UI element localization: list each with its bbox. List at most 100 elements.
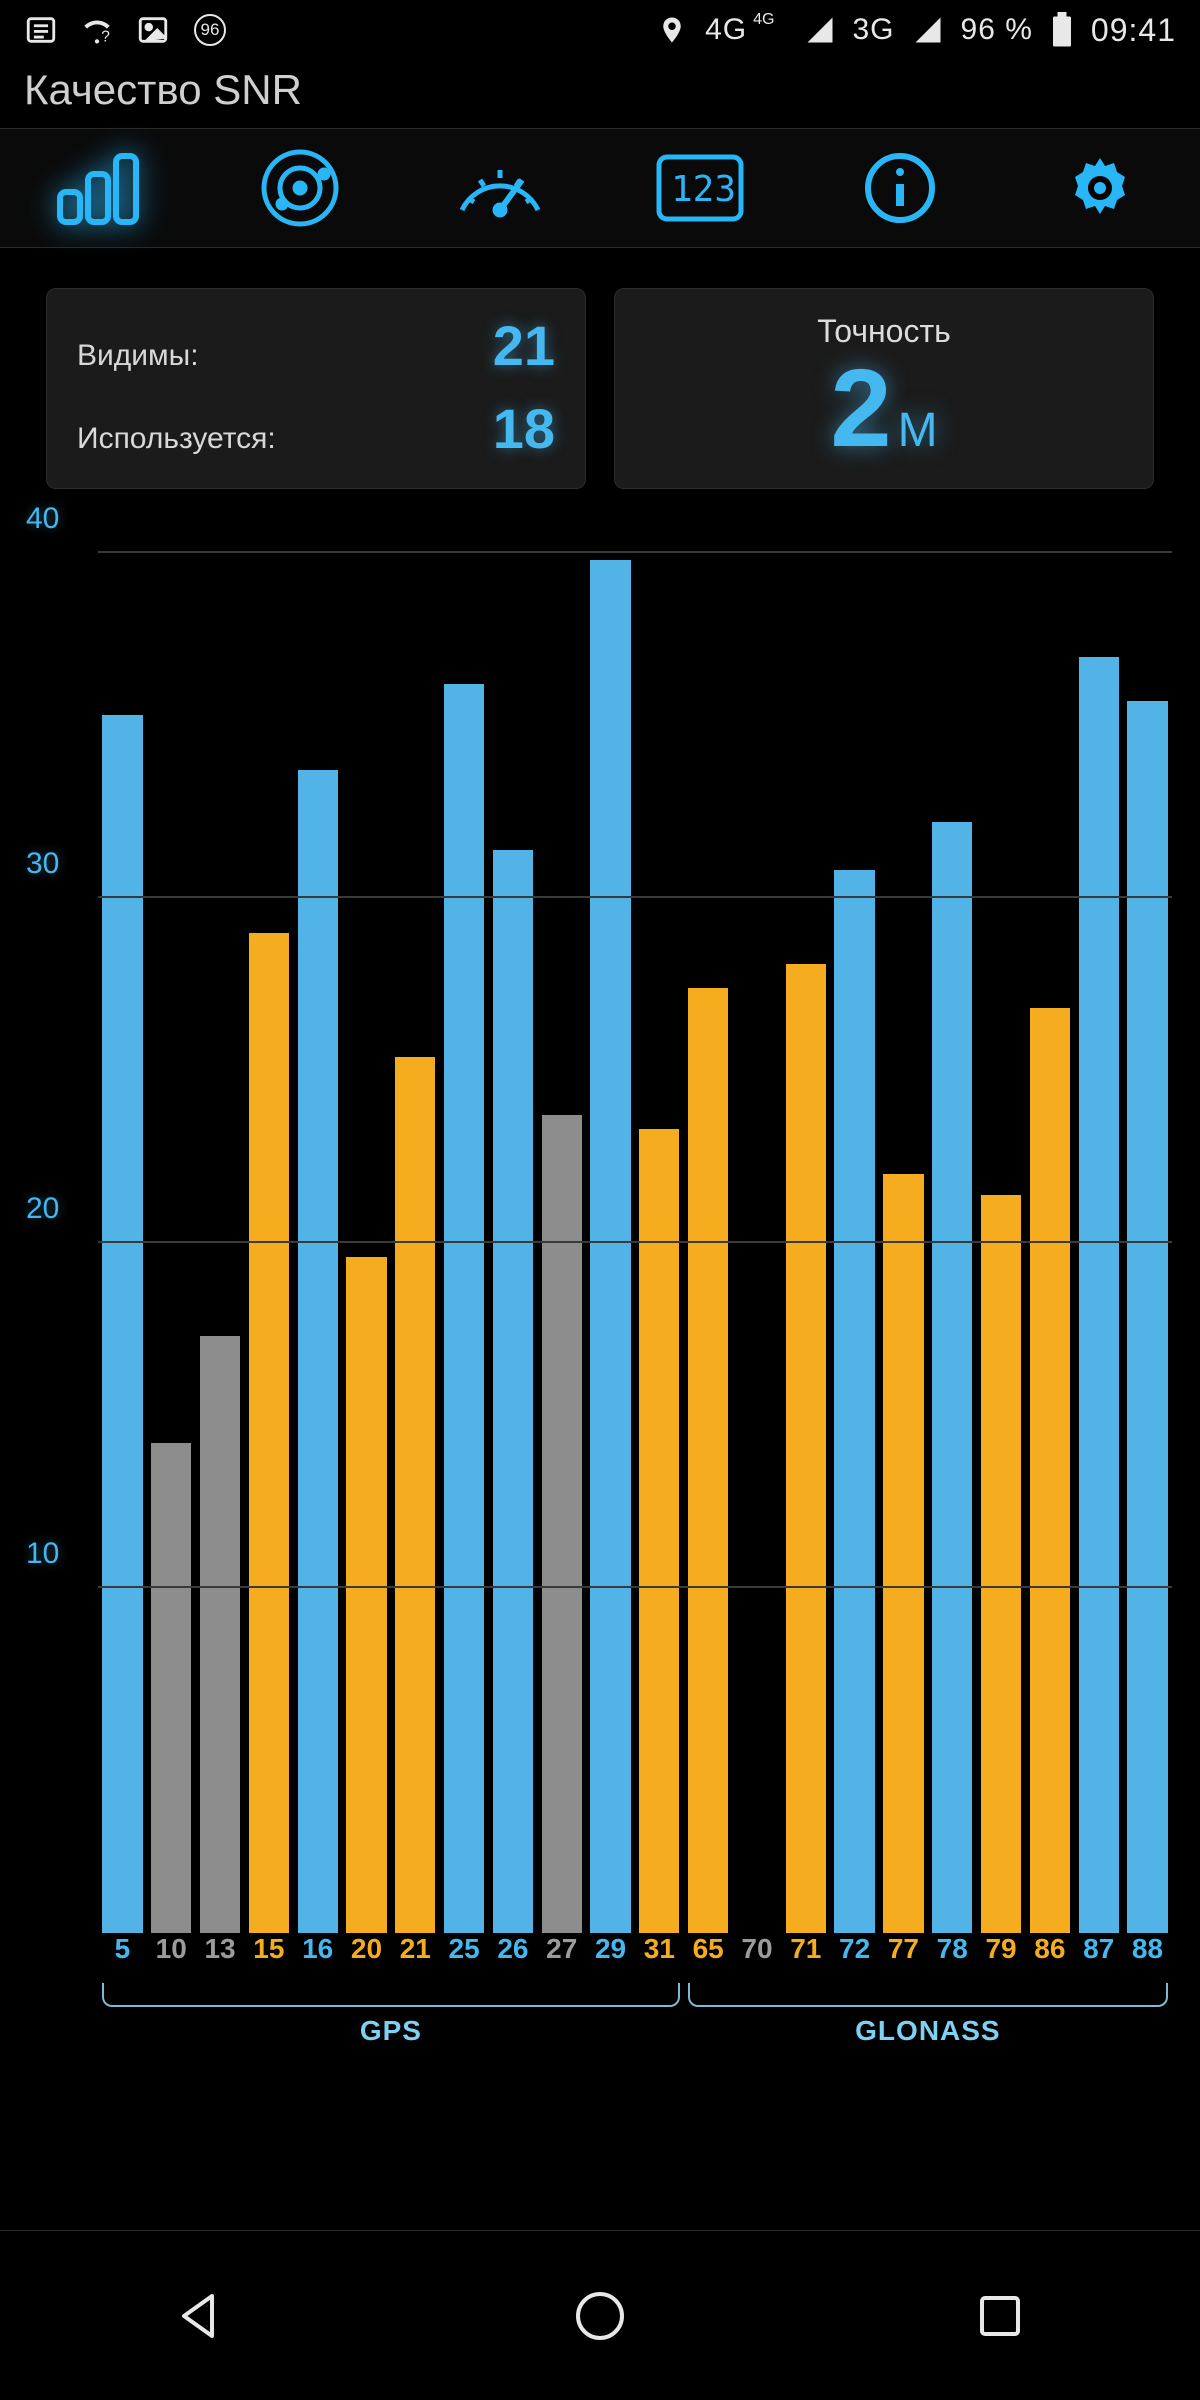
tab-signal-bars[interactable] [40, 140, 160, 236]
chart-x-label: 26 [489, 1933, 538, 1981]
bar-slot [586, 553, 635, 1933]
used-value: 18 [475, 396, 555, 461]
tab-digits[interactable]: 123 [640, 140, 760, 236]
chart-x-label: 5 [98, 1933, 147, 1981]
chart-x-label: 27 [537, 1933, 586, 1981]
bar-slot [147, 553, 196, 1933]
chart-x-label: 25 [440, 1933, 489, 1981]
chart-x-label: 16 [293, 1933, 342, 1981]
chart-x-label: 20 [342, 1933, 391, 1981]
bar-slot [391, 553, 440, 1933]
snr-bar [639, 1129, 679, 1933]
bar-slot [342, 553, 391, 1933]
snr-bar [346, 1257, 386, 1933]
bar-slot [489, 553, 538, 1933]
snr-bar [1079, 657, 1119, 1934]
nav-home-button[interactable] [556, 2272, 644, 2360]
tab-bar: 123 [0, 128, 1200, 248]
chart-x-label: 29 [586, 1933, 635, 1981]
snr-bar [1030, 1008, 1070, 1933]
bar-slot [1025, 553, 1074, 1933]
chart-y-tick: 40 [20, 502, 90, 536]
constellation-group: GLONASS [684, 1983, 1172, 2073]
wifi-question-icon: ? [80, 13, 114, 47]
snr-bar [786, 964, 826, 1933]
chart-x-label: 71 [781, 1933, 830, 1981]
bar-slot [1123, 553, 1172, 1933]
svg-text:?: ? [101, 28, 110, 45]
bar-slot [293, 553, 342, 1933]
chart-x-label: 65 [684, 1933, 733, 1981]
snr-bar [249, 933, 289, 1934]
accuracy-label: Точность [817, 313, 951, 350]
snr-bar [395, 1057, 435, 1933]
chart-x-label: 77 [879, 1933, 928, 1981]
clock: 09:41 [1091, 12, 1176, 49]
bar-slot [635, 553, 684, 1933]
bar-slot [1074, 553, 1123, 1933]
bar-slot [537, 553, 586, 1933]
chart-x-label: 72 [830, 1933, 879, 1981]
bar-slot [440, 553, 489, 1933]
constellation-bracket [688, 1983, 1168, 2007]
chart-y-tick: 20 [20, 1192, 90, 1226]
bar-slot [830, 553, 879, 1933]
bar-slot [928, 553, 977, 1933]
net-3g-label: 3G [853, 13, 895, 47]
battery-pct: 96 % [961, 13, 1033, 47]
status-bar: ? 96 4G 4G 3G 96 % 09:41 [0, 0, 1200, 60]
menu-icon [24, 13, 58, 47]
constellation-name: GPS [98, 2015, 684, 2047]
net-4g-sup: 4G [753, 11, 774, 29]
bar-slot [733, 553, 782, 1933]
snr-bar [298, 770, 338, 1933]
bar-slot [196, 553, 245, 1933]
nav-recent-button[interactable] [956, 2272, 1044, 2360]
tab-settings[interactable] [1040, 140, 1160, 236]
chart-x-label: 79 [977, 1933, 1026, 1981]
bar-slot [244, 553, 293, 1933]
constellation-name: GLONASS [684, 2015, 1172, 2047]
card-accuracy: Точность 2М [614, 288, 1154, 489]
chart-gridline [98, 551, 1172, 553]
chart-gridline [98, 1241, 1172, 1243]
chart-x-label: 10 [147, 1933, 196, 1981]
chart-x-label: 31 [635, 1933, 684, 1981]
constellation-group: GPS [98, 1983, 684, 2073]
image-icon [136, 13, 170, 47]
chart-x-label: 13 [196, 1933, 245, 1981]
circle-badge-value: 96 [192, 12, 228, 48]
tab-info[interactable] [840, 140, 960, 236]
bar-slot [781, 553, 830, 1933]
accuracy-unit: М [898, 404, 938, 457]
snr-bar [151, 1443, 191, 1933]
snr-bar [1127, 701, 1167, 1933]
tab-radar[interactable] [240, 140, 360, 236]
chart-gridline [98, 896, 1172, 898]
battery-icon [1051, 12, 1073, 48]
location-icon [657, 15, 687, 45]
snr-bar [981, 1195, 1021, 1933]
net-4g-label: 4G [705, 13, 747, 47]
chart-y-tick: 30 [20, 847, 90, 881]
page-title: Качество SNR [0, 60, 1200, 128]
snr-bar [834, 870, 874, 1933]
bar-slot [977, 553, 1026, 1933]
chart-x-label: 87 [1074, 1933, 1123, 1981]
signal-4g-icon [805, 15, 835, 45]
snr-bar [688, 988, 728, 1933]
android-nav-bar [0, 2230, 1200, 2400]
snr-chart: 10203040 5101315162021252627293165707172… [20, 553, 1180, 2073]
visible-value: 21 [475, 313, 555, 378]
snr-bar [542, 1115, 582, 1933]
nav-back-button[interactable] [156, 2272, 244, 2360]
chart-x-label: 21 [391, 1933, 440, 1981]
tab-speedometer[interactable] [440, 140, 560, 236]
chart-gridline [98, 1586, 1172, 1588]
circle-badge-icon: 96 [192, 12, 228, 48]
snr-bar [932, 822, 972, 1933]
snr-bar [590, 560, 630, 1933]
bar-slot [98, 553, 147, 1933]
snr-bar [200, 1336, 240, 1933]
snr-bar [444, 684, 484, 1933]
